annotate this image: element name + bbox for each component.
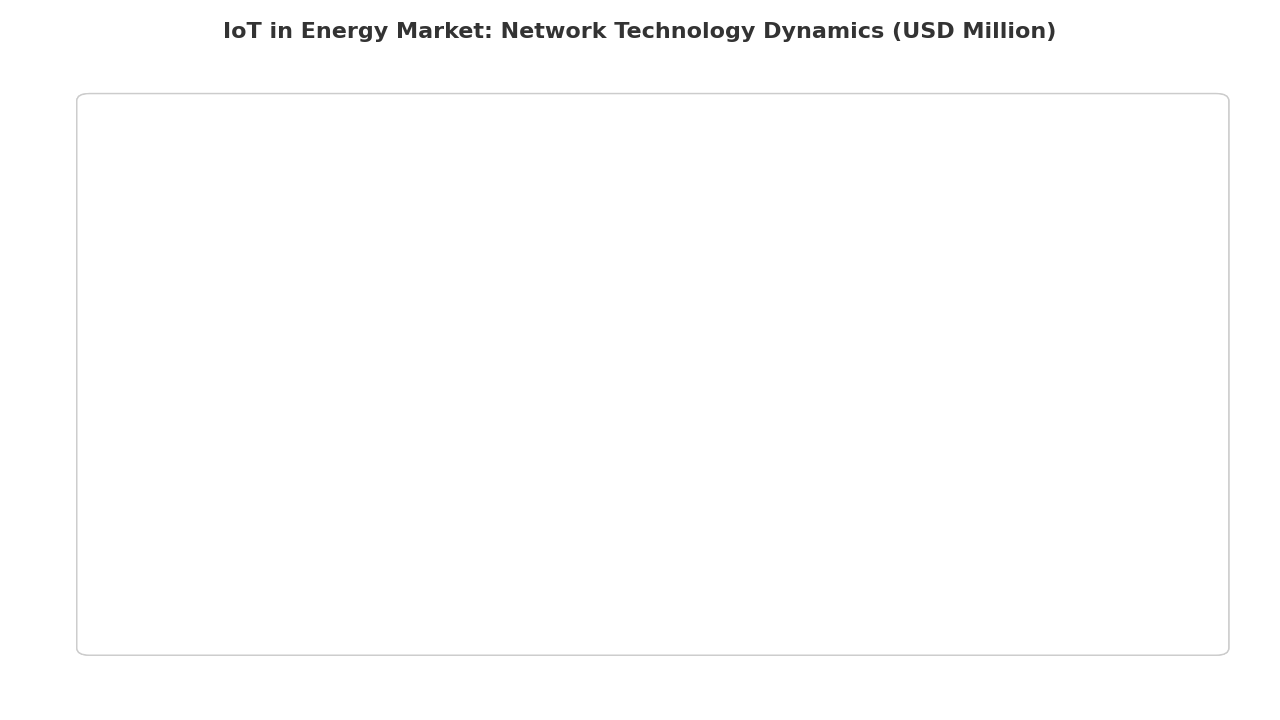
Bar [632, 176, 758, 562]
Bar [913, 354, 1038, 562]
Bar [508, 395, 634, 562]
Bar [369, 383, 494, 562]
Legend: Cellular Network, Satellite Network, Radio Network, Others: Cellular Network, Satellite Network, Rad… [355, 630, 989, 659]
Bar [1052, 366, 1178, 562]
FancyBboxPatch shape [77, 94, 1229, 655]
Bar [88, 217, 214, 562]
Bar [772, 294, 899, 562]
Bar [228, 336, 355, 562]
Text: IoT in Energy Market: Network Technology Dynamics (USD Million): IoT in Energy Market: Network Technology… [223, 22, 1057, 42]
